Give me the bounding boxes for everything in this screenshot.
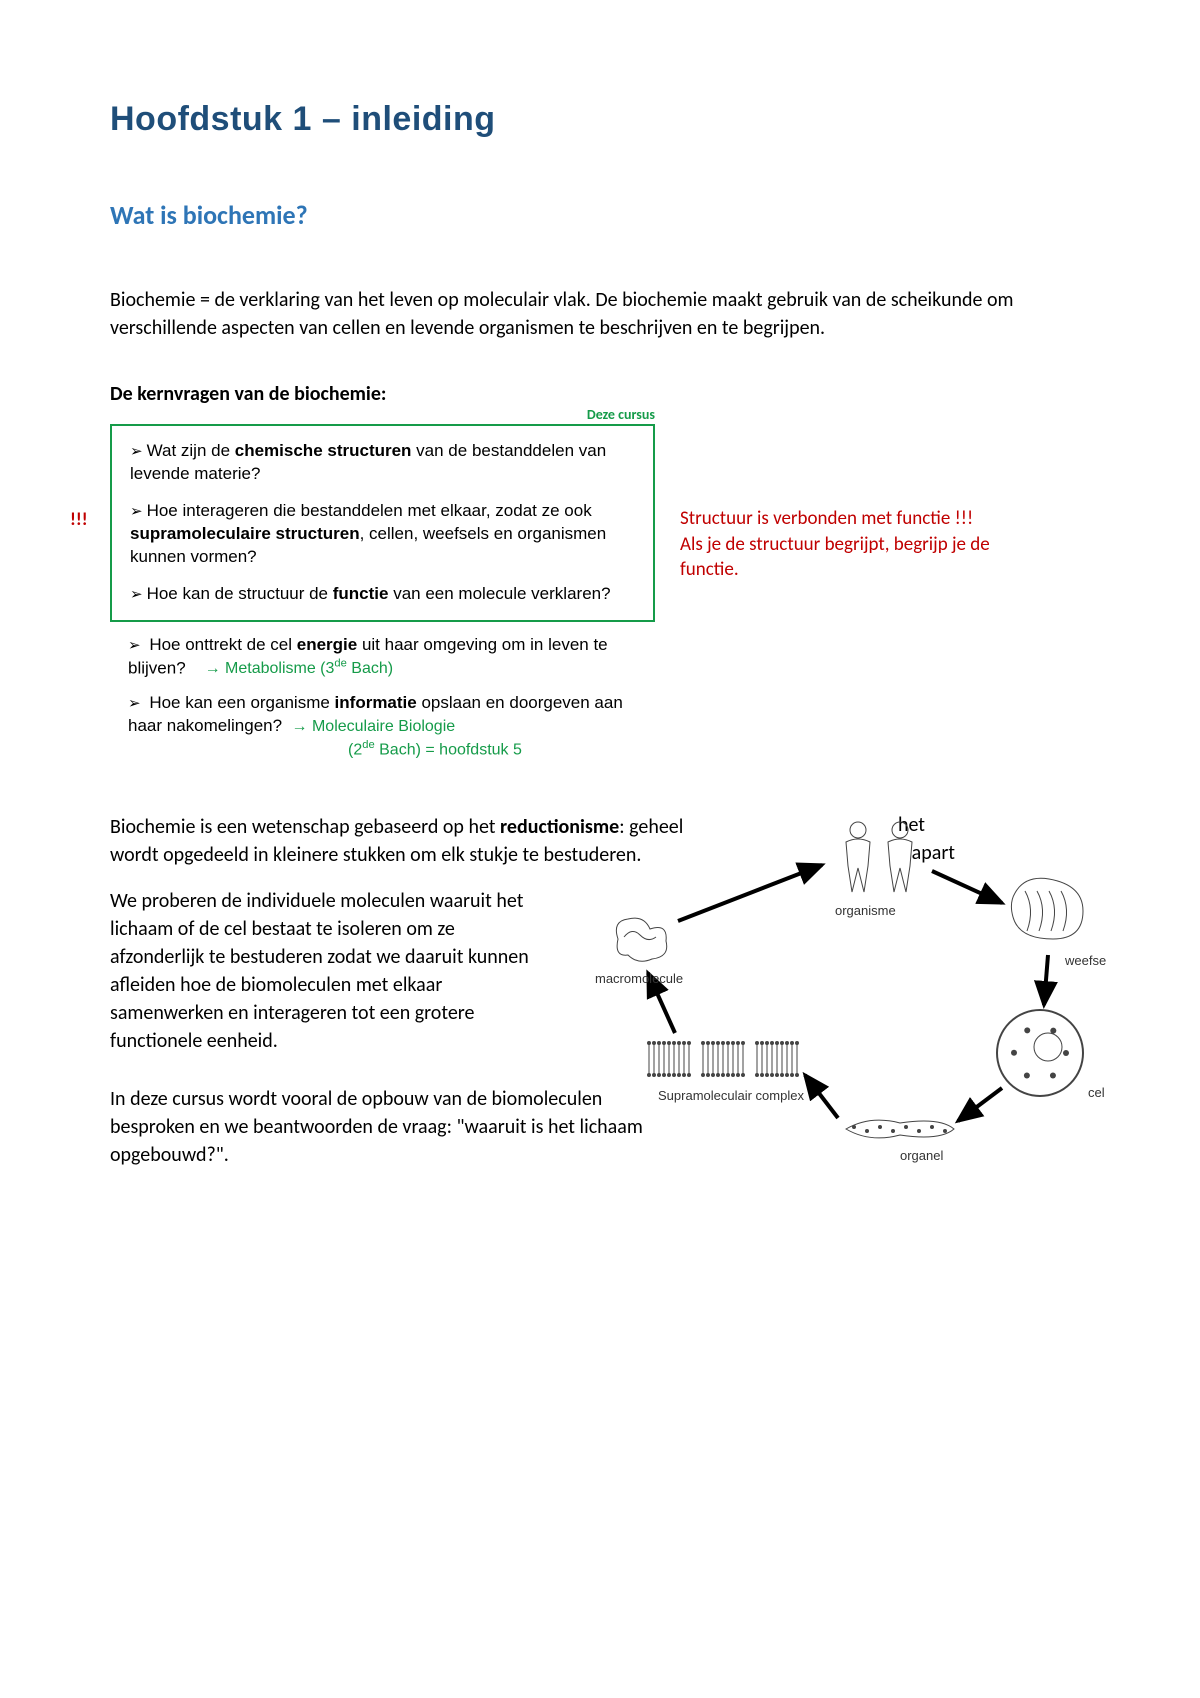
exclaim-marker: !!! xyxy=(70,508,88,530)
diagram-node-weefsel xyxy=(1005,873,1093,945)
annot-molbio-line1: → Moleculaire Biologie xyxy=(292,718,456,735)
annot-metabolisme: → Metabolisme (3de Bach) xyxy=(205,660,394,677)
bullet-icon xyxy=(128,635,145,654)
diagram-label-cel: cel xyxy=(1088,1085,1105,1100)
diagram-label-organel: organel xyxy=(900,1148,943,1163)
reductionisme-p2: We proberen de individuele moleculen waa… xyxy=(110,887,530,1055)
bullet-icon xyxy=(128,693,145,712)
kernvraag-1: Wat zijn de chemische structuren van de … xyxy=(130,440,635,486)
diagram-node-organel xyxy=(840,1113,960,1143)
side-note-structuur-functie: Structuur is verbonden met functie !!! A… xyxy=(680,506,1000,583)
annot-molbio-line2: (2de Bach) = hoofdstuk 5 xyxy=(348,738,637,761)
diagram-node-cel xyxy=(995,1008,1085,1098)
bullet-icon xyxy=(130,501,147,520)
kernvraag-3: Hoe kan de structuur de functie van een … xyxy=(130,583,635,606)
intro-paragraph: Biochemie = de verklaring van het leven … xyxy=(110,286,1090,342)
kernvragen-box-wrap: Deze cursus !!! Structuur is verbonden m… xyxy=(110,424,1090,622)
diagram-edge-weefsel-cel xyxy=(1044,955,1048,1005)
kernvragen-below-box: Hoe onttrekt de cel energie uit haar omg… xyxy=(110,634,655,761)
diagram-node-organisme xyxy=(830,818,930,896)
diagram-node-supramol xyxy=(645,1038,800,1080)
box-label-deze-cursus: Deze cursus xyxy=(587,406,655,423)
reductionisme-diagram: organisme weefse cel organel Supramoleculair… xyxy=(550,813,1110,1183)
diagram-node-macromol xyxy=(610,913,672,965)
diagram-edge-organel-supramol xyxy=(805,1075,838,1118)
kernvraag-2: Hoe interageren die bestanddelen met elk… xyxy=(130,500,635,569)
page-title: Hoofdstuk 1 – inleiding xyxy=(110,100,1090,139)
reductionisme-section: het apart Biochemie is een wetenschap ge… xyxy=(110,813,1090,1169)
kernvraag-4: Hoe onttrekt de cel energie uit haar omg… xyxy=(128,634,637,680)
diagram-label-macromol: macromolecule xyxy=(595,971,683,986)
diagram-edge-organisme-weefsel xyxy=(932,871,1002,903)
kernvragen-green-box: Wat zijn de chemische structuren van de … xyxy=(110,424,655,622)
diagram-label-weefsel: weefse xyxy=(1065,953,1106,968)
bullet-icon xyxy=(130,441,147,460)
bullet-icon xyxy=(130,584,147,603)
kernvragen-heading: De kernvragen van de biochemie: xyxy=(110,382,1090,406)
diagram-label-organisme: organisme xyxy=(835,903,896,918)
section-heading-1: Wat is biochemie? xyxy=(110,199,1090,231)
diagram-edge-macromol-organisme xyxy=(678,865,822,921)
kernvraag-5: Hoe kan een organisme informatie opslaan… xyxy=(128,692,637,761)
diagram-label-supramol: Supramoleculair complex xyxy=(658,1088,804,1103)
